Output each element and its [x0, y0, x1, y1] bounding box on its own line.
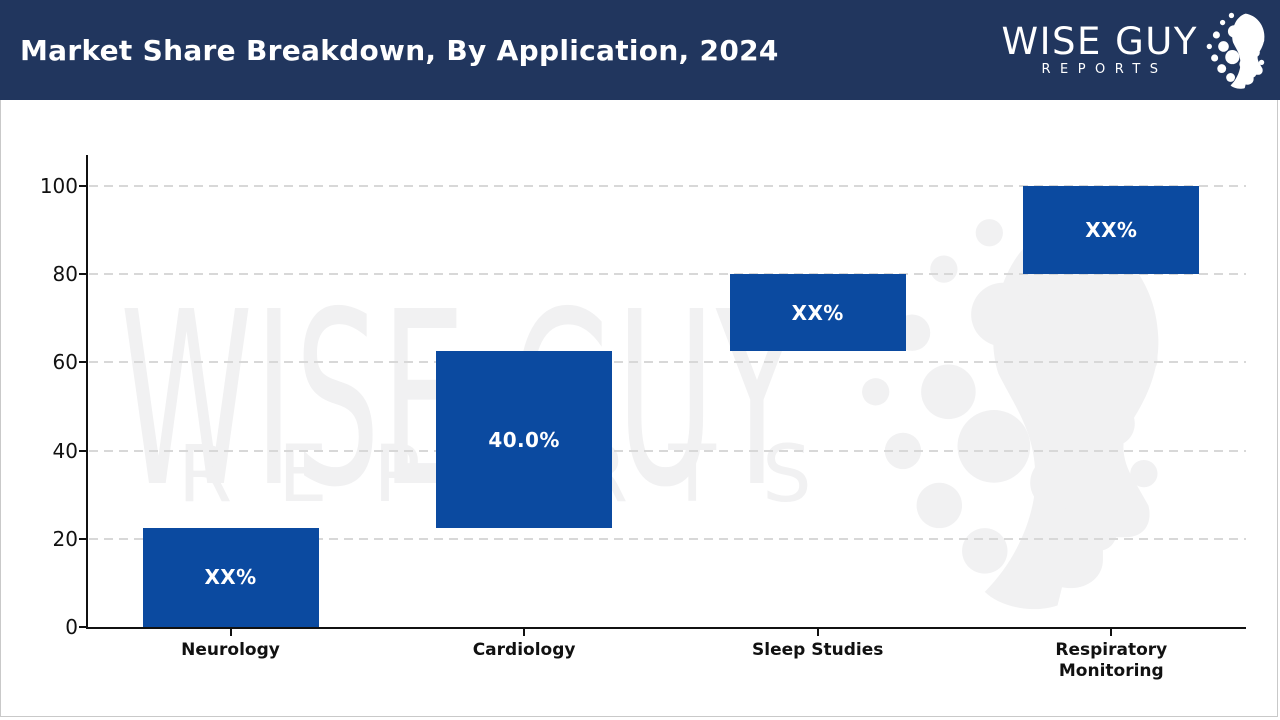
wiseguy-logo: WISE GUY REPORTS [1002, 9, 1266, 91]
bar-value-label-neurology: XX% [204, 565, 257, 590]
logo-face-icon [1204, 9, 1266, 91]
y-tick-label-20: 20 [52, 526, 78, 551]
x-category-label-cardiology: Cardiology [472, 640, 576, 660]
chart-area: WISE GUY REPORTS 020406080100XX%Neurolog… [0, 100, 1280, 720]
bar-neurology: XX% [142, 527, 319, 627]
y-axis-line [86, 155, 88, 629]
y-tick-label-40: 40 [52, 438, 78, 463]
x-category-label-respiratory-monitoring: Respiratory Monitoring [1055, 640, 1168, 681]
x-axis-line [86, 627, 1246, 629]
bar-cardiology: 40.0% [436, 351, 613, 528]
logo-subtext: REPORTS [1041, 62, 1168, 78]
y-tick-mark-0 [79, 626, 87, 628]
gridline-20 [89, 537, 1246, 540]
logo-text: WISE GUY REPORTS [1001, 19, 1198, 78]
y-tick-mark-80 [79, 273, 87, 276]
x-tick-mark-sleep-studies [816, 629, 819, 636]
y-tick-mark-40 [79, 449, 87, 452]
y-tick-label-100: 100 [39, 174, 78, 198]
y-tick-label-80: 80 [52, 262, 78, 287]
bar-sleep-studies: XX% [729, 274, 906, 352]
gridline-40 [89, 449, 1246, 452]
y-tick-label-0: 0 [65, 615, 78, 639]
bar-value-label-sleep-studies: XX% [791, 300, 844, 325]
x-tick-mark-neurology [229, 629, 232, 636]
gridline-60 [89, 361, 1246, 364]
y-tick-label-60: 60 [52, 350, 78, 375]
y-tick-mark-20 [79, 537, 87, 540]
bar-value-label-cardiology: 40.0% [488, 427, 560, 452]
bar-value-label-respiratory-monitoring: XX% [1085, 218, 1138, 243]
y-tick-mark-100 [79, 185, 87, 187]
x-category-label-sleep-studies: Sleep Studies [752, 640, 884, 660]
gridline-100 [89, 185, 1246, 187]
y-tick-mark-60 [79, 361, 87, 364]
gridline-80 [89, 273, 1246, 276]
x-category-label-neurology: Neurology [181, 640, 280, 660]
x-tick-mark-cardiology [523, 629, 526, 636]
bar-respiratory-monitoring: XX% [1023, 186, 1200, 275]
chart-title: Market Share Breakdown, By Application, … [20, 33, 779, 67]
logo-wordmark: WISE GUY [1001, 19, 1198, 63]
header: Market Share Breakdown, By Application, … [0, 0, 1280, 100]
x-tick-mark-respiratory-monitoring [1110, 629, 1113, 636]
